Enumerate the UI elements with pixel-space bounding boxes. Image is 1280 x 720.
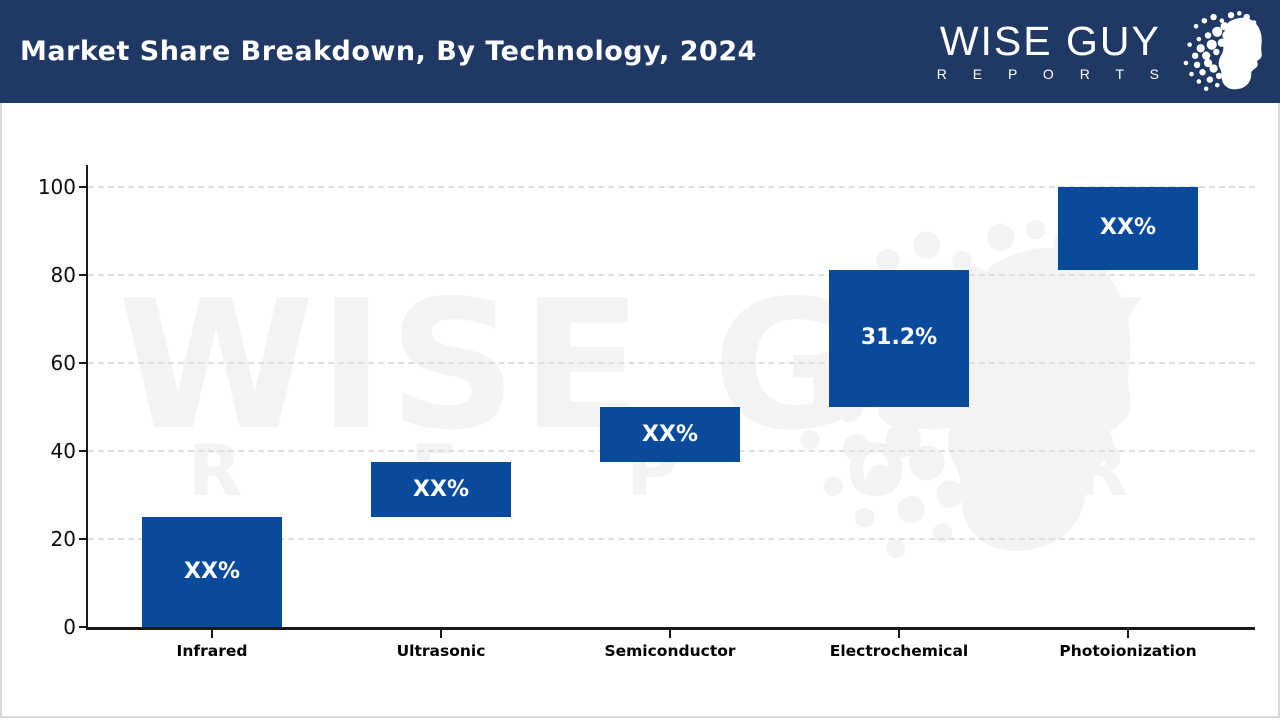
bottom-border [0, 715, 1280, 718]
page-title: Market Share Breakdown, By Technology, 2… [20, 36, 757, 67]
y-axis-tick-mark [79, 449, 88, 453]
x-axis-tick-mark [439, 629, 443, 638]
bar-ultrasonic [371, 462, 511, 517]
bar-electrochemical [829, 269, 969, 407]
wise-guy-reports-logo: WISE GUY R E P O R T S [931, 0, 1266, 103]
gridline-20 [88, 538, 1255, 540]
x-axis-category-label: Semiconductor [604, 642, 736, 660]
x-axis-category-label: Electrochemical [829, 642, 969, 660]
gridline-80 [88, 274, 1255, 276]
left-border [0, 103, 2, 717]
x-axis-tick-mark [897, 629, 901, 638]
y-axis-tick-label: 40 [50, 439, 76, 463]
bar-semiconductor [600, 407, 740, 462]
x-axis-tick-mark [668, 629, 672, 638]
y-axis-tick-label: 0 [63, 615, 76, 639]
gridline-60 [88, 362, 1255, 364]
y-axis-tick-label: 80 [50, 263, 76, 287]
x-axis-category-label: Photoionization [1059, 642, 1197, 660]
logo-wordmark: WISE GUY [939, 18, 1161, 64]
y-axis-tick-label: 100 [37, 175, 76, 199]
x-axis-category-label: Ultrasonic [396, 642, 486, 660]
y-axis-tick-label: 20 [50, 527, 76, 551]
y-axis-tick-mark [79, 273, 88, 277]
y-axis-tick-label: 60 [50, 351, 76, 375]
bar-infrared [142, 517, 282, 627]
right-border [1278, 103, 1280, 717]
logo-subtitle: R E P O R T S [936, 66, 1170, 82]
y-axis-tick-mark [79, 537, 88, 541]
y-axis-tick-mark [79, 625, 88, 629]
x-axis-spine [85, 627, 1255, 630]
bar-value-label: XX% [413, 476, 469, 502]
bar-photoionization [1058, 187, 1198, 270]
bar-value-label: XX% [184, 559, 240, 584]
y-axis-spine [85, 165, 88, 630]
y-axis-tick-mark [79, 361, 88, 365]
chart-plot-area: XX% XX% XX% 31.2% XX% [88, 165, 1255, 627]
gridline-100 [88, 186, 1255, 188]
x-axis-category-label: Infrared [176, 642, 248, 660]
bar-value-label: 31.2% [860, 325, 938, 351]
x-axis-tick-mark [1126, 629, 1130, 638]
y-axis-tick-mark [79, 185, 88, 189]
logo-text: WISE GUY R E P O R T S [931, 18, 1170, 83]
header-bar: Market Share Breakdown, By Technology, 2… [0, 0, 1280, 103]
x-axis-tick-mark [210, 629, 214, 638]
bar-value-label: XX% [642, 421, 698, 447]
logo-face-icon [1174, 6, 1266, 98]
bar-value-label: XX% [1100, 215, 1156, 241]
